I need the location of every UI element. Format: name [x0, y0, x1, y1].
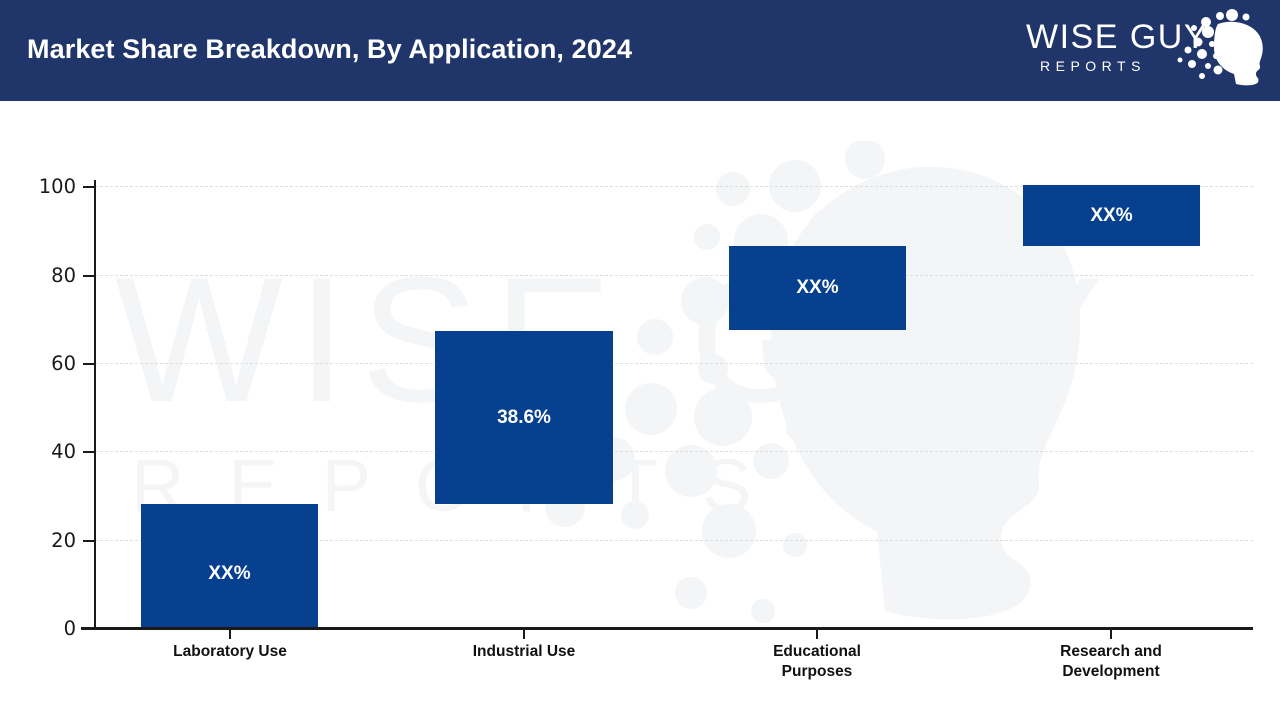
bar-label-educational-purposes: XX% — [796, 277, 839, 298]
bar-label-laboratory-use: XX% — [208, 563, 251, 584]
y-tick-label-40: 40 — [51, 440, 76, 463]
bar-research-and-development[interactable]: XX% — [1023, 185, 1200, 246]
x-tick-label-industrial-use: Industrial Use — [384, 642, 664, 662]
x-tick-mark-research-and-development — [1110, 630, 1112, 639]
x-axis-line — [81, 627, 1253, 630]
x-tick-label-line: Purposes — [781, 663, 853, 680]
logo-wordmark-primary: WISE GUY — [1026, 18, 1208, 56]
gridline-40 — [95, 451, 1253, 452]
x-tick-label-laboratory-use: Laboratory Use — [90, 642, 370, 662]
chart-plot-area: WISE GUY REPORTS — [0, 101, 1280, 720]
x-tick-label-educational-purposes: Educational Purposes — [677, 642, 957, 682]
x-tick-mark-laboratory-use — [229, 630, 231, 639]
x-tick-label-line: Educational — [773, 643, 861, 660]
y-tick-mark-60 — [83, 363, 94, 365]
x-tick-label-line: Laboratory Use — [173, 643, 287, 660]
gridline-60 — [95, 363, 1253, 364]
y-tick-mark-80 — [83, 275, 94, 277]
bar-laboratory-use[interactable]: XX% — [141, 504, 318, 628]
y-tick-label-80: 80 — [51, 264, 76, 287]
y-tick-mark-20 — [83, 540, 94, 542]
watermark-text-primary: WISE GUY — [115, 240, 1117, 439]
x-tick-mark-educational-purposes — [816, 630, 818, 639]
y-tick-mark-40 — [83, 451, 94, 453]
x-tick-label-line: Research and — [1060, 643, 1162, 660]
x-tick-label-line: Industrial Use — [472, 643, 576, 660]
logo-wordmark-secondary: REPORTS — [1040, 58, 1146, 74]
gridline-100 — [95, 186, 1253, 187]
gridline-80 — [95, 275, 1253, 276]
x-tick-label-line: Development — [1062, 663, 1160, 680]
page-title: Market Share Breakdown, By Application, … — [27, 34, 633, 64]
y-tick-label-60: 60 — [51, 352, 76, 375]
bar-label-research-and-development: XX% — [1090, 205, 1133, 226]
page-header: Market Share Breakdown, By Application, … — [0, 0, 1280, 101]
bar-educational-purposes[interactable]: XX% — [729, 246, 906, 330]
gridline-20 — [95, 540, 1253, 541]
y-tick-mark-100 — [83, 186, 94, 188]
wise-guy-reports-logo: WISE GUY REPORTS — [1026, 9, 1263, 86]
y-tick-label-100: 100 — [38, 175, 76, 198]
bar-industrial-use[interactable]: 38.6% — [435, 331, 613, 504]
x-tick-mark-industrial-use — [523, 630, 525, 639]
y-tick-label-20: 20 — [51, 529, 76, 552]
watermark-head-profile-icon — [545, 141, 1081, 623]
y-tick-label-0: 0 — [63, 617, 76, 640]
bar-label-industrial-use: 38.6% — [497, 407, 551, 428]
y-axis-line — [94, 180, 97, 630]
x-tick-label-research-and-development: Research and Development — [971, 642, 1251, 682]
logo-head-profile-icon — [1177, 9, 1263, 86]
